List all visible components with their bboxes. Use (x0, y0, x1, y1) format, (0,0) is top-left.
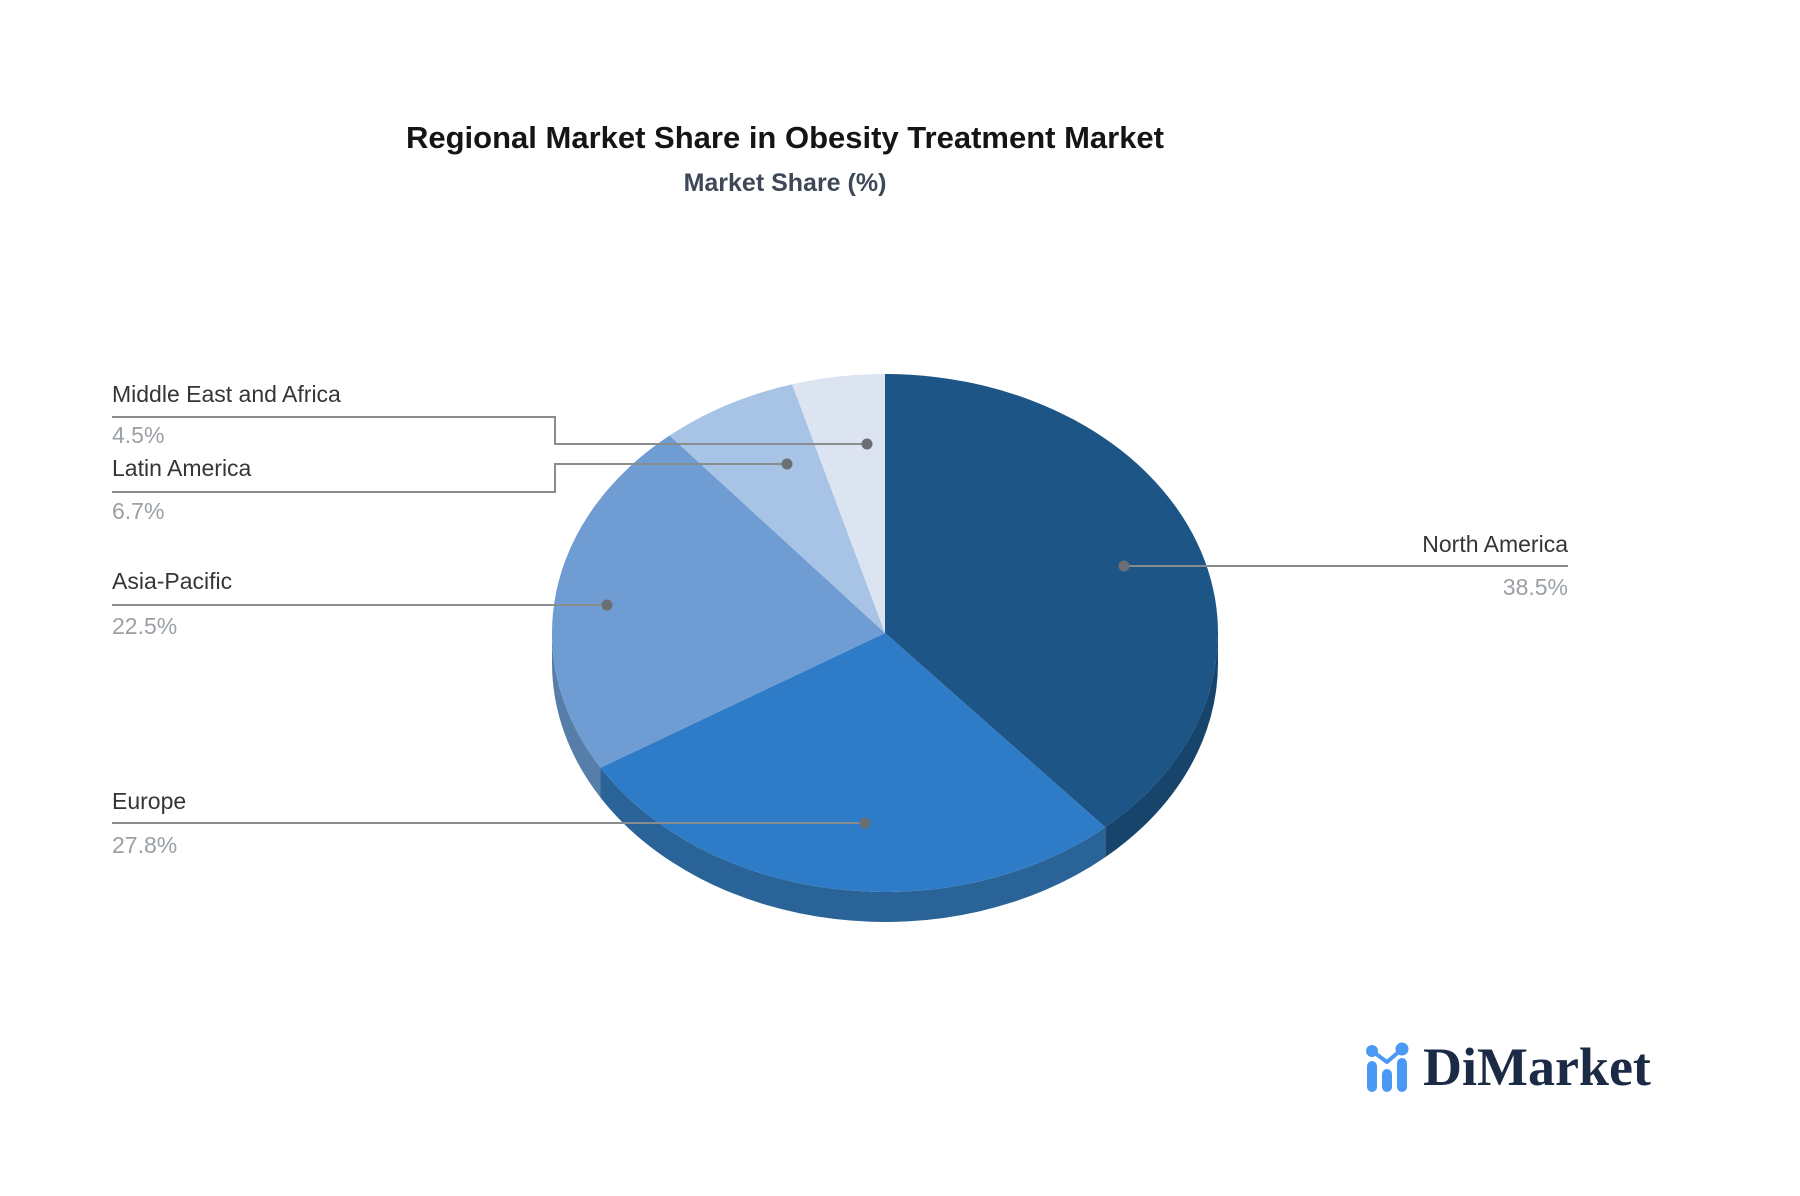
slice-label-north-america: North America (1422, 531, 1568, 557)
pie-slice-side-europe (600, 767, 1106, 922)
slice-label-asia-pacific: Asia-Pacific (112, 568, 233, 594)
slice-value-europe: 27.8% (112, 832, 178, 858)
slice-value-latin-america: 6.7% (112, 498, 165, 524)
leader-dot-europe (859, 817, 871, 829)
pie-slice-side-asia-pacific (552, 633, 601, 798)
slice-value-asia-pacific: 22.5% (112, 613, 178, 639)
pie-slice-europe[interactable] (600, 633, 1106, 892)
pie-slice-side-north-america (1105, 633, 1218, 858)
chart-subtitle: Market Share (%) (683, 169, 887, 197)
brand-logo-text: DiMarket (1423, 1037, 1651, 1097)
slice-value-north-america: 38.5% (1502, 574, 1568, 600)
pie-slice-middle-east-and-africa[interactable] (792, 374, 885, 633)
brand-logo-icon (1366, 1042, 1409, 1092)
slice-label-latin-america: Latin America (112, 455, 252, 481)
pie-slice-latin-america[interactable] (669, 384, 885, 633)
leader-dot-latin-america (781, 458, 793, 470)
leader-dot-middle-east-and-africa (861, 438, 873, 450)
slice-label-europe: Europe (112, 788, 187, 814)
leader-dot-north-america (1118, 560, 1130, 572)
leader-line-latin-america (112, 463, 787, 493)
pie-slice-north-america[interactable] (885, 374, 1218, 828)
chart-title: Regional Market Share in Obesity Treatme… (405, 120, 1165, 155)
slice-value-middle-east-and-africa: 4.5% (112, 422, 165, 448)
leader-line-middle-east-and-africa (112, 416, 867, 445)
brand-logo: DiMarket (1363, 1036, 1651, 1098)
pie-slice-asia-pacific[interactable] (552, 435, 885, 768)
slice-label-middle-east-and-africa: Middle East and Africa (112, 381, 341, 407)
leader-dot-asia-pacific (601, 599, 613, 611)
